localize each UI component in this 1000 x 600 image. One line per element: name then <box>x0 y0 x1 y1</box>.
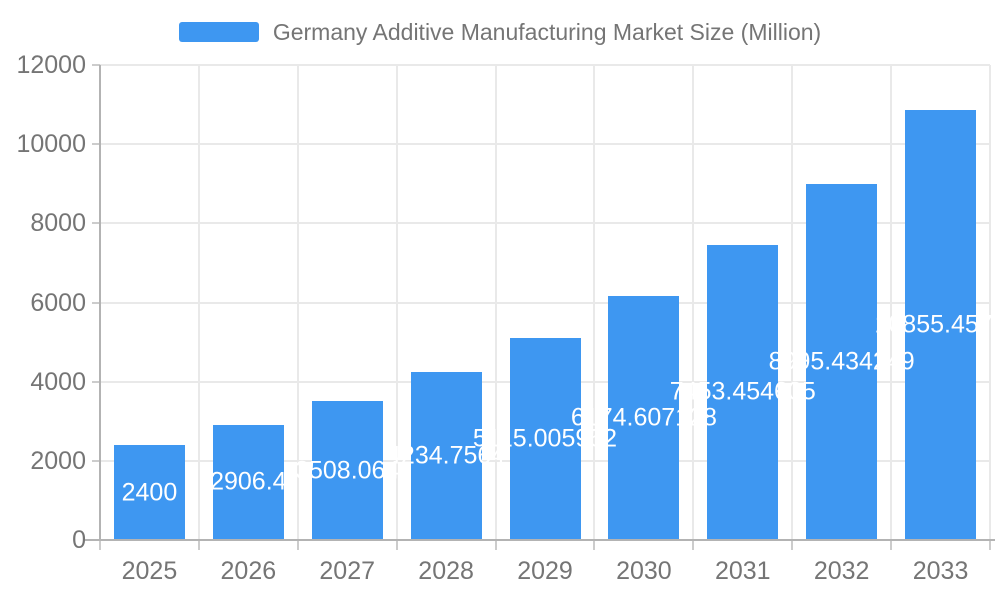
gridline-vertical <box>989 65 991 540</box>
bar-value-label: 4234.7564 <box>387 441 506 470</box>
y-axis-tick-label: 8000 <box>30 209 86 238</box>
gridline-vertical <box>791 65 794 540</box>
bar[interactable] <box>509 337 581 540</box>
y-axis-tick <box>92 64 100 66</box>
bar-value-label: 3508.064 <box>295 456 400 485</box>
gridline-vertical <box>593 65 596 540</box>
gridline-vertical <box>692 65 695 540</box>
gridline-vertical <box>197 65 200 540</box>
gridline-vertical <box>494 65 497 540</box>
gridline-horizontal <box>100 143 990 146</box>
x-axis-tick <box>890 541 893 550</box>
y-axis-tick <box>92 143 100 146</box>
x-axis-tick-label: 2033 <box>912 557 969 585</box>
y-axis-tick-label: 0 <box>72 526 86 554</box>
bar[interactable] <box>806 183 878 540</box>
x-axis-line <box>85 539 995 541</box>
legend[interactable]: Germany Additive Manufacturing Market Si… <box>0 16 1000 48</box>
x-axis-tick <box>197 541 200 550</box>
y-axis-tick-label: 4000 <box>30 367 86 396</box>
bar[interactable] <box>212 424 284 540</box>
legend-swatch[interactable] <box>178 22 259 42</box>
x-axis-tick <box>494 541 497 550</box>
gridline-vertical <box>395 65 398 540</box>
y-axis-tick-label: 6000 <box>30 288 86 317</box>
bar[interactable] <box>311 401 383 540</box>
x-axis-tick <box>593 541 596 550</box>
x-axis-tick <box>296 541 299 550</box>
x-axis-tick <box>395 541 398 550</box>
gridline-vertical <box>890 65 893 540</box>
y-axis-tick-label: 10000 <box>16 130 86 159</box>
x-axis-tick-label: 2026 <box>220 557 277 585</box>
bar-value-label: 2400 <box>121 478 178 506</box>
x-axis-tick-label: 2028 <box>418 557 474 585</box>
bar-value-label: 2906.4 <box>210 467 287 496</box>
bar[interactable] <box>905 110 977 540</box>
gridline-horizontal <box>100 222 990 225</box>
bar-value-label: 6174.607128 <box>570 403 717 432</box>
gridline-horizontal <box>100 64 990 66</box>
bar[interactable] <box>410 372 482 540</box>
y-axis-tick <box>92 459 100 462</box>
bar[interactable] <box>707 244 779 540</box>
y-axis-tick-label: 12000 <box>16 51 86 79</box>
x-axis-tick-label: 2025 <box>121 557 178 585</box>
y-axis-tick-label: 2000 <box>30 446 86 475</box>
y-axis-tick <box>92 222 100 225</box>
bar-value-label: 7453.454635 <box>669 377 816 406</box>
bar-value-label: 5115.005952 <box>472 424 618 453</box>
y-axis-tick <box>92 301 100 304</box>
x-axis-tick <box>989 541 991 550</box>
x-axis-tick-label: 2030 <box>616 557 672 585</box>
y-axis-tick <box>92 380 100 383</box>
gridline-horizontal <box>100 301 990 304</box>
bar-value-label: 8995.434249 <box>768 347 915 376</box>
gridline-vertical <box>296 65 299 540</box>
y-axis-line <box>99 65 101 550</box>
x-axis-tick-label: 2029 <box>517 557 573 585</box>
x-axis-tick-label: 2032 <box>813 557 870 585</box>
bar-value-label: 10855.4571 <box>874 310 1000 339</box>
bar[interactable] <box>113 445 185 540</box>
legend-label[interactable]: Germany Additive Manufacturing Market Si… <box>272 18 822 45</box>
x-axis-tick <box>692 541 695 550</box>
bar[interactable] <box>608 295 680 540</box>
x-axis-tick-label: 2031 <box>714 557 771 585</box>
x-axis-tick <box>99 541 101 550</box>
x-axis-tick-label: 2027 <box>319 557 376 585</box>
x-axis-tick <box>791 541 794 550</box>
